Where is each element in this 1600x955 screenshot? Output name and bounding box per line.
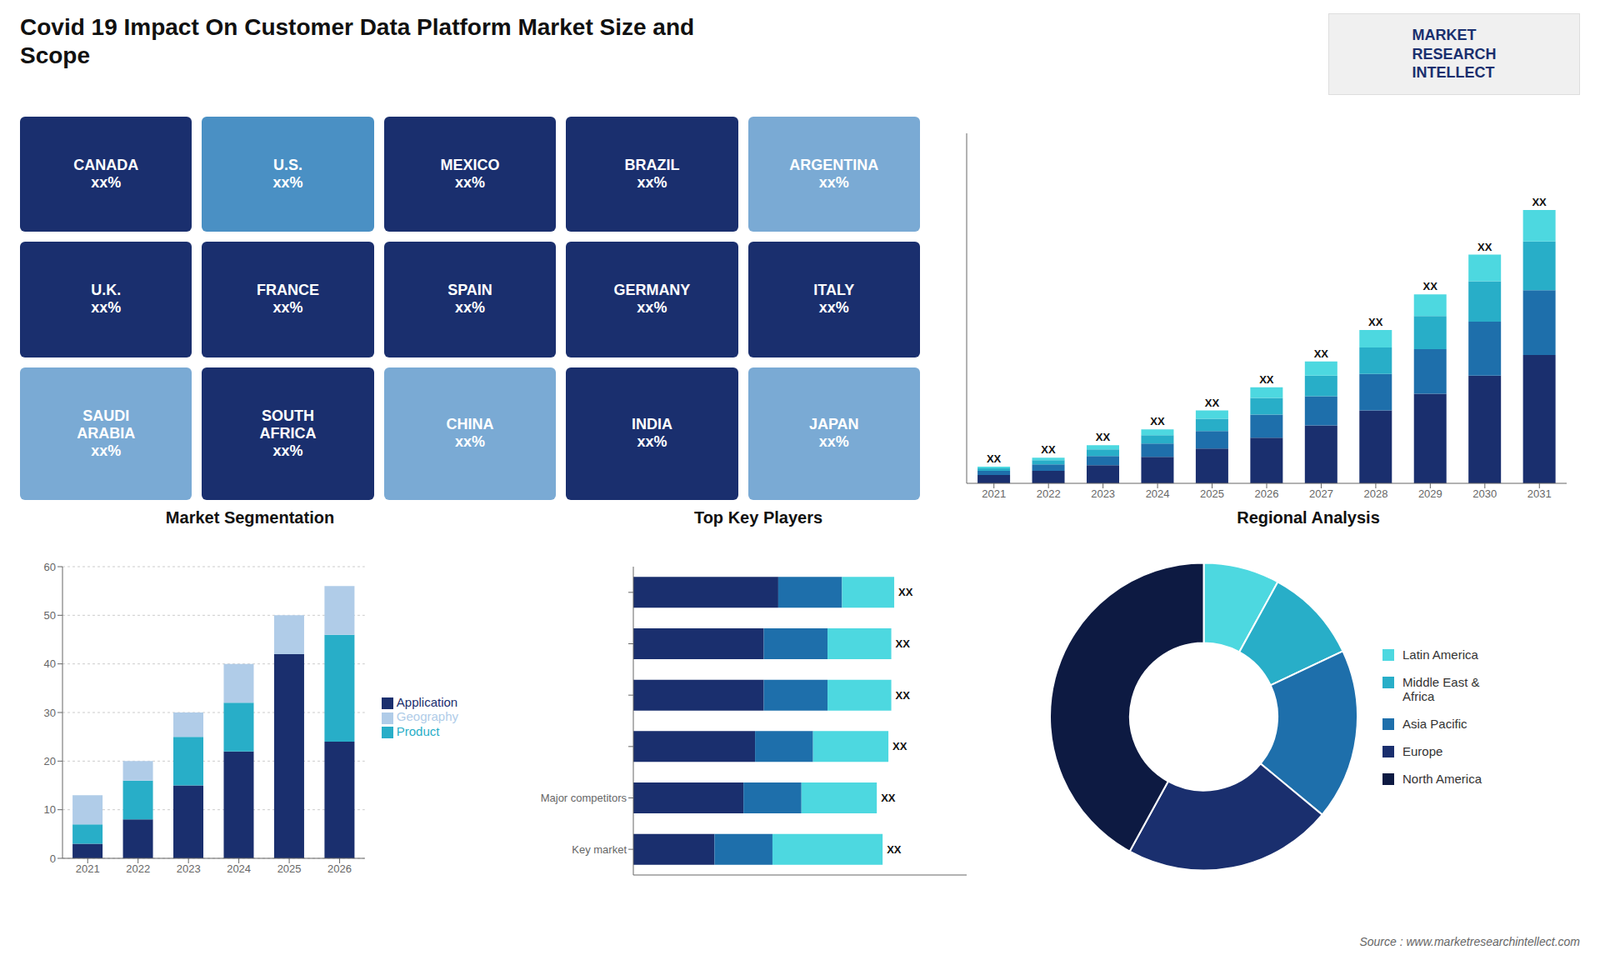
svg-text:Major competitors: Major competitors — [540, 791, 628, 805]
html-text:ARABIA: ARABIA — [76, 424, 136, 442]
html-text:Top Key Players: Top Key Players — [694, 508, 823, 527]
svg-text:XX: XX — [1259, 373, 1275, 386]
svg-text:XX: XX — [886, 843, 902, 856]
html-text:Market Segmentation: Market Segmentation — [165, 508, 335, 527]
svg-text:XX: XX — [1314, 347, 1330, 360]
svg-text:2025: 2025 — [1200, 487, 1225, 500]
svg-text:XX: XX — [1423, 280, 1439, 293]
html-text:xx%: xx% — [91, 442, 121, 459]
html-text:FRANCE: FRANCE — [256, 282, 320, 299]
svg-text:2028: 2028 — [1363, 487, 1388, 500]
svg-text:2030: 2030 — [1472, 487, 1497, 500]
svg-text:XX: XX — [898, 585, 914, 599]
svg-text:XX: XX — [1040, 443, 1056, 456]
html-text:xx%: xx% — [637, 174, 667, 191]
html-text:xx%: xx% — [273, 299, 303, 317]
svg-text:60: 60 — [44, 560, 56, 574]
svg-text:40: 40 — [44, 657, 56, 670]
svg-text:10: 10 — [44, 803, 56, 816]
svg-text:XX: XX — [1368, 315, 1384, 329]
html-text:Middle East &: Middle East & — [1402, 675, 1480, 690]
html-text:Source : www.marketresearchint: Source : www.marketresearchintellect.com — [1359, 935, 1580, 949]
html-text:xx%: xx% — [819, 433, 849, 451]
svg-text:2024: 2024 — [226, 862, 251, 875]
svg-text:XX: XX — [1150, 415, 1165, 428]
svg-text:XX: XX — [892, 740, 908, 753]
svg-text:2027: 2027 — [1309, 487, 1334, 500]
html-text:Application: Application — [396, 695, 458, 710]
html-text:ITALY: ITALY — [813, 282, 855, 299]
svg-text:2024: 2024 — [1145, 487, 1170, 500]
html-text:Latin America: Latin America — [1402, 647, 1479, 662]
html-text:JAPAN: JAPAN — [809, 416, 859, 433]
html-text:RESEARCH: RESEARCH — [1412, 45, 1497, 63]
html-text:INDIA: INDIA — [631, 416, 673, 433]
html-text:Scope: Scope — [20, 42, 90, 68]
html-text:U.S.: U.S. — [273, 156, 303, 174]
html-text:SPAIN: SPAIN — [447, 282, 493, 299]
html-text:U.K.: U.K. — [91, 282, 121, 299]
svg-text:2031: 2031 — [1527, 487, 1552, 500]
html-text:xx%: xx% — [455, 299, 485, 317]
svg-text:XX: XX — [1205, 396, 1220, 410]
svg-text:50: 50 — [44, 609, 56, 622]
html-text:Europe: Europe — [1402, 744, 1443, 759]
html-text:xx%: xx% — [455, 174, 485, 191]
svg-text:Key market: Key market — [571, 843, 627, 856]
html-text:MARKET: MARKET — [1412, 26, 1477, 44]
html-text:xx%: xx% — [637, 299, 667, 317]
svg-text:20: 20 — [44, 755, 56, 768]
html-text:CHINA: CHINA — [446, 416, 494, 433]
html-text:xx%: xx% — [819, 174, 849, 191]
svg-text:2021: 2021 — [75, 862, 100, 875]
svg-text:2023: 2023 — [176, 862, 201, 875]
svg-text:2029: 2029 — [1418, 487, 1443, 500]
html-text:Regional Analysis: Regional Analysis — [1236, 508, 1380, 527]
svg-text:2025: 2025 — [277, 862, 302, 875]
svg-text:2021: 2021 — [981, 487, 1006, 500]
svg-text:2022: 2022 — [1036, 487, 1061, 500]
svg-text:XX: XX — [1095, 430, 1111, 444]
html-text:Africa: Africa — [1402, 689, 1435, 704]
html-text:xx%: xx% — [819, 299, 849, 317]
svg-text:XX: XX — [895, 689, 911, 702]
svg-text:2026: 2026 — [1255, 487, 1280, 500]
html-text:Asia Pacific: Asia Pacific — [1402, 716, 1468, 731]
html-text:North America: North America — [1402, 771, 1482, 786]
html-text:ARGENTINA: ARGENTINA — [789, 156, 879, 174]
html-text:xx%: xx% — [637, 433, 667, 451]
html-text:CANADA: CANADA — [73, 156, 139, 174]
svg-text:XX: XX — [1477, 240, 1493, 254]
html-text:Geography: Geography — [396, 709, 459, 724]
html-text:MEXICO: MEXICO — [440, 156, 500, 174]
svg-text:XX: XX — [895, 637, 911, 650]
svg-text:0: 0 — [50, 852, 56, 865]
html-text:xx%: xx% — [273, 442, 303, 459]
html-text:xx%: xx% — [273, 174, 303, 191]
html-text:Product: Product — [396, 723, 440, 738]
svg-text:2023: 2023 — [1090, 487, 1115, 500]
svg-text:2022: 2022 — [125, 862, 150, 875]
html-text:xx%: xx% — [91, 174, 121, 191]
html-text:xx%: xx% — [455, 433, 485, 451]
svg-text:XX: XX — [880, 791, 896, 805]
svg-text:XX: XX — [1531, 195, 1547, 209]
html-text:SOUTH: SOUTH — [261, 407, 315, 424]
svg-text:XX: XX — [986, 452, 1002, 465]
svg-text:2026: 2026 — [327, 862, 352, 875]
html-text:BRAZIL: BRAZIL — [624, 156, 680, 174]
html-text:Covid 19 Impact On Customer Da: Covid 19 Impact On Customer Data Platfor… — [20, 14, 695, 40]
html-text:GERMANY: GERMANY — [613, 282, 691, 299]
svg-text:30: 30 — [44, 706, 56, 720]
html-text:INTELLECT: INTELLECT — [1412, 64, 1495, 82]
html-text:SAUDI: SAUDI — [82, 407, 130, 424]
html-text:xx%: xx% — [91, 299, 121, 317]
html-text:AFRICA: AFRICA — [259, 424, 317, 442]
